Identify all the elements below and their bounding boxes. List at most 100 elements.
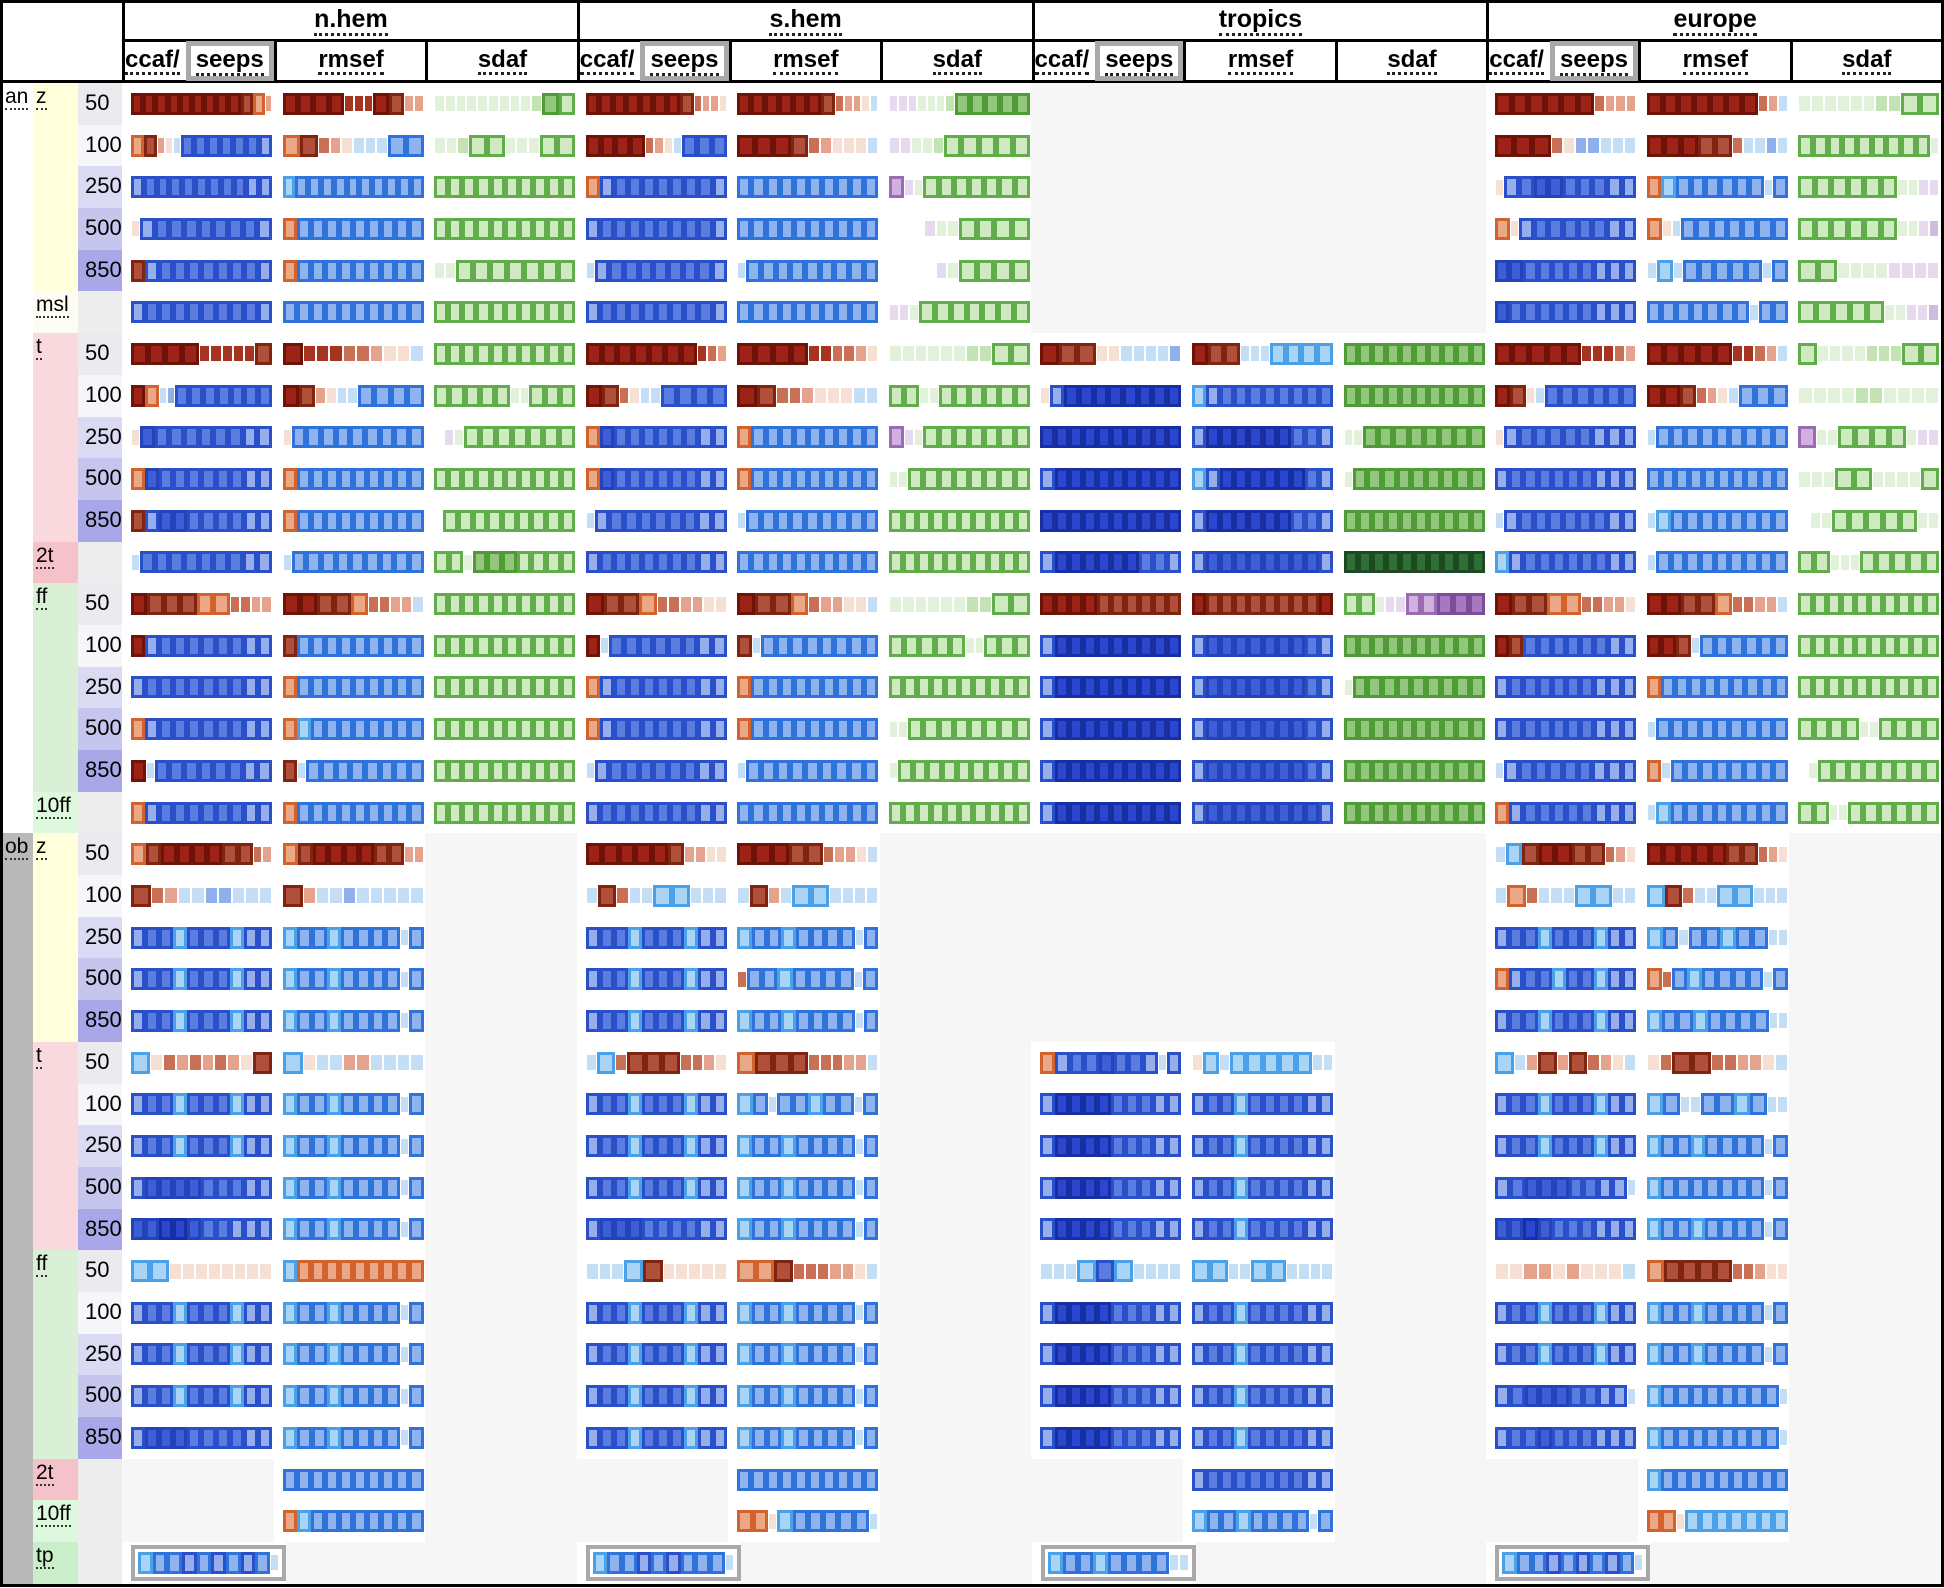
- score-strip[interactable]: [737, 926, 879, 950]
- score-strip[interactable]: [1344, 425, 1485, 449]
- score-strip[interactable]: [434, 92, 576, 116]
- score-strip[interactable]: [737, 1301, 879, 1325]
- score-strip[interactable]: [586, 1259, 727, 1283]
- score-strip[interactable]: [1192, 801, 1334, 825]
- score-strip[interactable]: [1192, 717, 1334, 741]
- score-strip[interactable]: [282, 467, 424, 491]
- score-strip[interactable]: [1495, 926, 1637, 950]
- score-strip[interactable]: [1798, 634, 1940, 658]
- metric-header-sdaf[interactable]: sdaf: [1337, 42, 1487, 80]
- score-strip[interactable]: [1646, 1259, 1788, 1283]
- score-strip[interactable]: [282, 509, 424, 533]
- score-strip[interactable]: [889, 134, 1030, 158]
- score-strip[interactable]: [1040, 1342, 1182, 1366]
- score-strip[interactable]: [282, 1301, 424, 1325]
- score-strip[interactable]: [1495, 1301, 1637, 1325]
- score-strip[interactable]: [586, 884, 727, 908]
- score-strip[interactable]: [1647, 550, 1788, 574]
- score-strip[interactable]: [888, 550, 1030, 574]
- score-strip[interactable]: [1040, 1301, 1182, 1325]
- score-strip[interactable]: [1798, 801, 1940, 825]
- score-strip[interactable]: [1495, 1384, 1636, 1408]
- metric-header-ccaf-seeps[interactable]: ccaf/seeps: [125, 41, 274, 81]
- score-strip[interactable]: [1192, 509, 1334, 533]
- score-strip[interactable]: [131, 384, 272, 408]
- variable-label[interactable]: tp: [36, 1545, 54, 1570]
- metric-header-sdaf[interactable]: sdaf: [428, 42, 577, 80]
- score-strip[interactable]: [1192, 1426, 1334, 1450]
- score-strip[interactable]: [434, 509, 576, 533]
- score-strip[interactable]: [1646, 1217, 1788, 1241]
- score-strip[interactable]: [585, 717, 727, 741]
- score-strip[interactable]: [131, 1301, 272, 1325]
- score-strip[interactable]: [131, 1426, 272, 1450]
- score-strip[interactable]: [1495, 175, 1637, 199]
- region-header-shem[interactable]: s.hem: [579, 3, 1032, 39]
- score-strip[interactable]: [888, 675, 1030, 699]
- region-header-tropics[interactable]: tropics: [1034, 3, 1487, 39]
- score-strip[interactable]: [131, 717, 272, 741]
- score-strip[interactable]: [1495, 675, 1637, 699]
- score-strip[interactable]: [1646, 467, 1788, 491]
- score-strip[interactable]: [1646, 342, 1788, 366]
- score-strip[interactable]: [737, 1009, 879, 1033]
- score-strip[interactable]: [282, 1051, 424, 1075]
- group-label[interactable]: ob: [5, 836, 29, 861]
- score-strip[interactable]: [585, 1217, 727, 1241]
- score-strip[interactable]: [131, 509, 272, 533]
- score-strip[interactable]: [434, 300, 576, 324]
- score-strip[interactable]: [1040, 1134, 1182, 1158]
- score-strip[interactable]: [434, 675, 576, 699]
- score-strip[interactable]: [1646, 675, 1788, 699]
- score-strip[interactable]: [737, 1134, 879, 1158]
- score-strip[interactable]: [1040, 675, 1182, 699]
- score-strip[interactable]: [131, 92, 272, 116]
- score-strip[interactable]: [1192, 1384, 1334, 1408]
- score-strip[interactable]: [737, 1384, 879, 1408]
- score-strip[interactable]: [1343, 634, 1485, 658]
- score-strip[interactable]: [737, 592, 878, 616]
- score-strip[interactable]: [282, 1009, 424, 1033]
- score-strip[interactable]: [737, 1217, 879, 1241]
- score-strip[interactable]: [282, 592, 424, 616]
- score-strip[interactable]: [585, 801, 727, 825]
- score-strip[interactable]: [888, 384, 1030, 408]
- score-strip[interactable]: [282, 1259, 424, 1283]
- score-strip[interactable]: [1040, 1384, 1182, 1408]
- score-strip[interactable]: [592, 1551, 734, 1575]
- score-strip[interactable]: [282, 1342, 424, 1366]
- score-strip[interactable]: [1495, 217, 1637, 241]
- score-strip[interactable]: [1646, 967, 1788, 991]
- score-strip[interactable]: [889, 342, 1030, 366]
- score-strip[interactable]: [585, 1384, 727, 1408]
- score-strip[interactable]: [282, 300, 424, 324]
- score-strip[interactable]: [131, 1384, 272, 1408]
- score-strip[interactable]: [1192, 1134, 1334, 1158]
- score-strip[interactable]: [585, 1009, 727, 1033]
- score-strip[interactable]: [282, 1468, 424, 1492]
- score-strip[interactable]: [737, 1468, 879, 1492]
- score-strip[interactable]: [282, 92, 424, 116]
- seeps-highlight-box[interactable]: seeps: [185, 41, 274, 81]
- score-strip[interactable]: [1495, 759, 1637, 783]
- score-strip[interactable]: [1495, 842, 1636, 866]
- score-strip[interactable]: [737, 1342, 879, 1366]
- score-strip[interactable]: [1495, 801, 1637, 825]
- score-strip[interactable]: [1495, 1426, 1637, 1450]
- score-strip[interactable]: [1344, 467, 1485, 491]
- score-strip[interactable]: [585, 425, 727, 449]
- score-strip[interactable]: [1646, 1301, 1788, 1325]
- score-strip[interactable]: [585, 1301, 727, 1325]
- score-strip[interactable]: [282, 175, 424, 199]
- score-strip[interactable]: [1646, 884, 1788, 908]
- score-strip[interactable]: [1192, 675, 1334, 699]
- score-strip[interactable]: [1343, 384, 1485, 408]
- score-strip[interactable]: [434, 134, 576, 158]
- score-strip[interactable]: [282, 1426, 424, 1450]
- score-strip[interactable]: [131, 1009, 272, 1033]
- seeps-highlight-box[interactable]: seeps: [1095, 41, 1184, 81]
- region-header-europe[interactable]: europe: [1489, 3, 1941, 39]
- score-strip[interactable]: [282, 134, 424, 158]
- region-header-nhem[interactable]: n.hem: [125, 3, 577, 39]
- score-strip[interactable]: [1646, 134, 1788, 158]
